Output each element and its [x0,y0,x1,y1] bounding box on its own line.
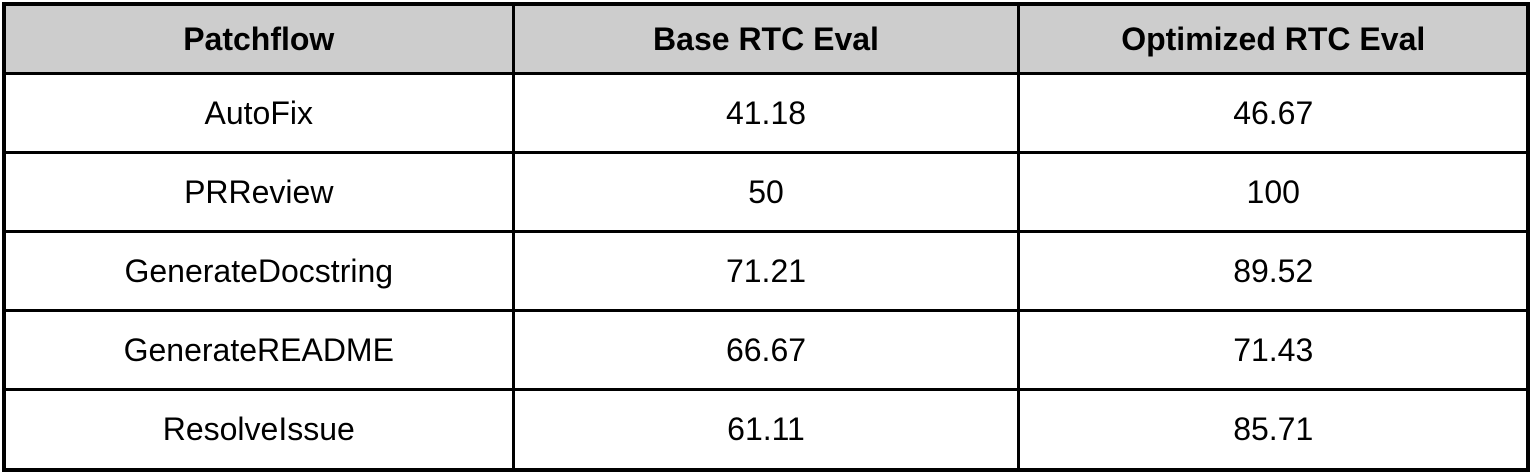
cell-base: 71.21 [511,230,1021,313]
header-cell-optimized-rtc-eval: Optimized RTC Eval [1017,2,1530,75]
table-row: GenerateDocstring 71.21 89.52 [2,230,1530,313]
table-row: PRReview 50 100 [2,151,1530,234]
cell-patchflow: PRReview [2,151,515,234]
cell-base: 66.67 [511,309,1021,392]
cell-optimized: 85.71 [1017,388,1530,472]
cell-base: 61.11 [511,388,1021,472]
cell-patchflow: ResolveIssue [2,388,515,472]
table-row: ResolveIssue 61.11 85.71 [2,388,1530,472]
cell-optimized: 100 [1017,151,1530,234]
table-row: AutoFix 41.18 46.67 [2,71,1530,155]
cell-base: 50 [511,151,1021,234]
header-cell-base-rtc-eval: Base RTC Eval [511,2,1021,75]
cell-optimized: 46.67 [1017,71,1530,155]
table-row: GenerateREADME 66.67 71.43 [2,309,1530,392]
cell-patchflow: GenerateREADME [2,309,515,392]
cell-optimized: 89.52 [1017,230,1530,313]
header-row: Patchflow Base RTC Eval Optimized RTC Ev… [2,2,1530,75]
cell-patchflow: GenerateDocstring [2,230,515,313]
cell-optimized: 71.43 [1017,309,1530,392]
cell-base: 41.18 [511,71,1021,155]
table-header: Patchflow Base RTC Eval Optimized RTC Ev… [2,2,1530,75]
cell-patchflow: AutoFix [2,71,515,155]
table-body: AutoFix 41.18 46.67 PRReview 50 100 GenerateDo… [2,71,1530,472]
header-cell-patchflow: Patchflow [2,2,515,75]
